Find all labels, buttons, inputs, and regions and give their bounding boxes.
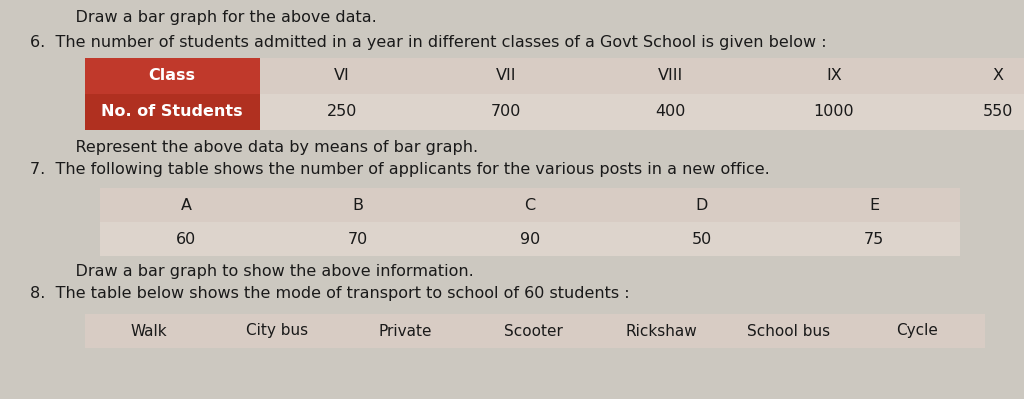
Bar [85,94,260,130]
Text: 400: 400 [654,105,685,119]
Text: 250: 250 [327,105,357,119]
Text: X: X [992,69,1004,83]
Text: School bus: School bus [748,324,830,338]
Text: 60: 60 [176,231,197,247]
Text: 70: 70 [348,231,368,247]
Text: A: A [180,198,191,213]
Text: Walk: Walk [131,324,167,338]
Text: Cycle: Cycle [896,324,938,338]
Text: 700: 700 [490,105,521,119]
Text: IX: IX [826,69,842,83]
Text: Represent the above data by means of bar graph.: Represent the above data by means of bar… [55,140,478,155]
Text: 90: 90 [520,231,540,247]
Text: Private: Private [378,324,432,338]
Text: City bus: City bus [246,324,308,338]
Bar [85,314,985,348]
Text: VII: VII [496,69,516,83]
Text: Scooter: Scooter [504,324,562,338]
Text: D: D [696,198,709,213]
Text: No. of Students: No. of Students [101,105,243,119]
Bar [85,58,260,94]
Bar [100,222,961,256]
Text: C: C [524,198,536,213]
Text: Draw a bar graph to show the above information.: Draw a bar graph to show the above infor… [55,264,474,279]
Text: Draw a bar graph for the above data.: Draw a bar graph for the above data. [55,10,377,25]
Text: B: B [352,198,364,213]
Bar [85,94,1024,130]
Text: Rickshaw: Rickshaw [625,324,697,338]
Text: 75: 75 [864,231,884,247]
Text: VIII: VIII [657,69,683,83]
Text: 550: 550 [983,105,1013,119]
Bar [85,58,1024,94]
Text: 6.  The number of students admitted in a year in different classes of a Govt Sch: 6. The number of students admitted in a … [30,35,826,50]
Text: E: E [869,198,879,213]
Text: Class: Class [148,69,196,83]
Text: 1000: 1000 [814,105,854,119]
Text: 7.  The following table shows the number of applicants for the various posts in : 7. The following table shows the number … [30,162,770,177]
Text: 50: 50 [692,231,712,247]
Text: VI: VI [334,69,350,83]
Bar [100,188,961,222]
Text: 8.  The table below shows the mode of transport to school of 60 students :: 8. The table below shows the mode of tra… [30,286,630,301]
